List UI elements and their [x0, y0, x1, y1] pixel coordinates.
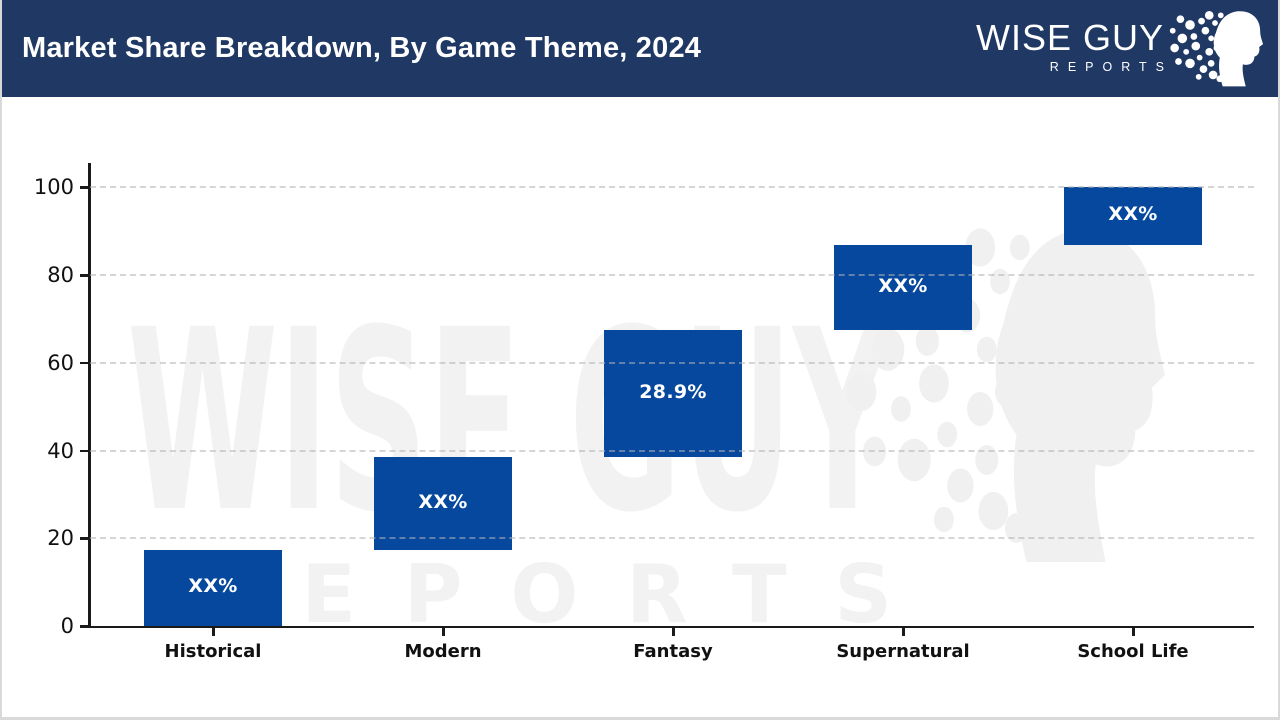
x-axis-tick-label: Modern	[404, 641, 482, 662]
logo-face-icon	[1169, 11, 1264, 87]
wise-guy-reports-logo: WISE GUY REPORTS	[976, 8, 1264, 88]
bar	[374, 457, 512, 551]
x-axis-tick-label: Supernatural	[836, 641, 970, 662]
header-bar: Market Share Breakdown, By Game Theme, 2…	[2, 0, 1278, 97]
logo-wiseguy-label: WISE GUY	[975, 17, 1164, 58]
y-axis-tick	[80, 537, 88, 540]
y-axis-tick	[80, 274, 88, 277]
y-axis-line	[88, 163, 91, 627]
page-title: Market Share Breakdown, By Game Theme, 2…	[22, 32, 702, 64]
y-axis-tick	[80, 449, 88, 452]
bar-value-label: XX%	[188, 575, 238, 598]
gridline	[90, 537, 1254, 540]
y-axis-tick	[80, 361, 88, 365]
x-axis-tick	[1132, 628, 1135, 636]
y-axis-tick-label: 20	[47, 526, 74, 551]
y-axis-tick-label: 40	[47, 438, 74, 463]
gridline	[90, 274, 1254, 276]
logo-text: WISE GUY REPORTS	[975, 17, 1164, 75]
bar-value-label: XX%	[1108, 203, 1158, 226]
gridline	[90, 186, 1254, 189]
bar	[144, 550, 282, 626]
bar-value-label: 28.9%	[639, 380, 707, 403]
x-axis-tick	[672, 628, 675, 636]
x-axis-tick	[442, 628, 445, 636]
gridline	[90, 449, 1254, 452]
logo-reports-label: REPORTS	[1049, 60, 1173, 74]
x-axis-tick-label: School Life	[1077, 641, 1189, 662]
y-axis-tick-label: 100	[33, 175, 74, 200]
y-axis-tick-label: 80	[47, 263, 74, 287]
y-axis-tick	[80, 186, 88, 189]
y-axis-tick	[80, 625, 88, 628]
x-axis-tick-label: Historical	[164, 641, 262, 662]
bar	[604, 330, 742, 458]
y-axis-tick-label: 0	[60, 614, 74, 638]
bar-value-label: XX%	[418, 490, 468, 513]
x-axis-tick-label: Fantasy	[633, 641, 713, 662]
waterfall-chart: 0 20 40 60 80 100 XX% Historical XX% Modern 28.9% F…	[2, 97, 1278, 717]
x-axis-tick	[902, 628, 905, 636]
x-axis-tick	[212, 628, 215, 636]
x-axis-line	[88, 625, 1254, 628]
bar-value-label: XX%	[878, 274, 928, 297]
y-axis-tick-label: 60	[47, 350, 74, 375]
gridline	[90, 361, 1254, 364]
